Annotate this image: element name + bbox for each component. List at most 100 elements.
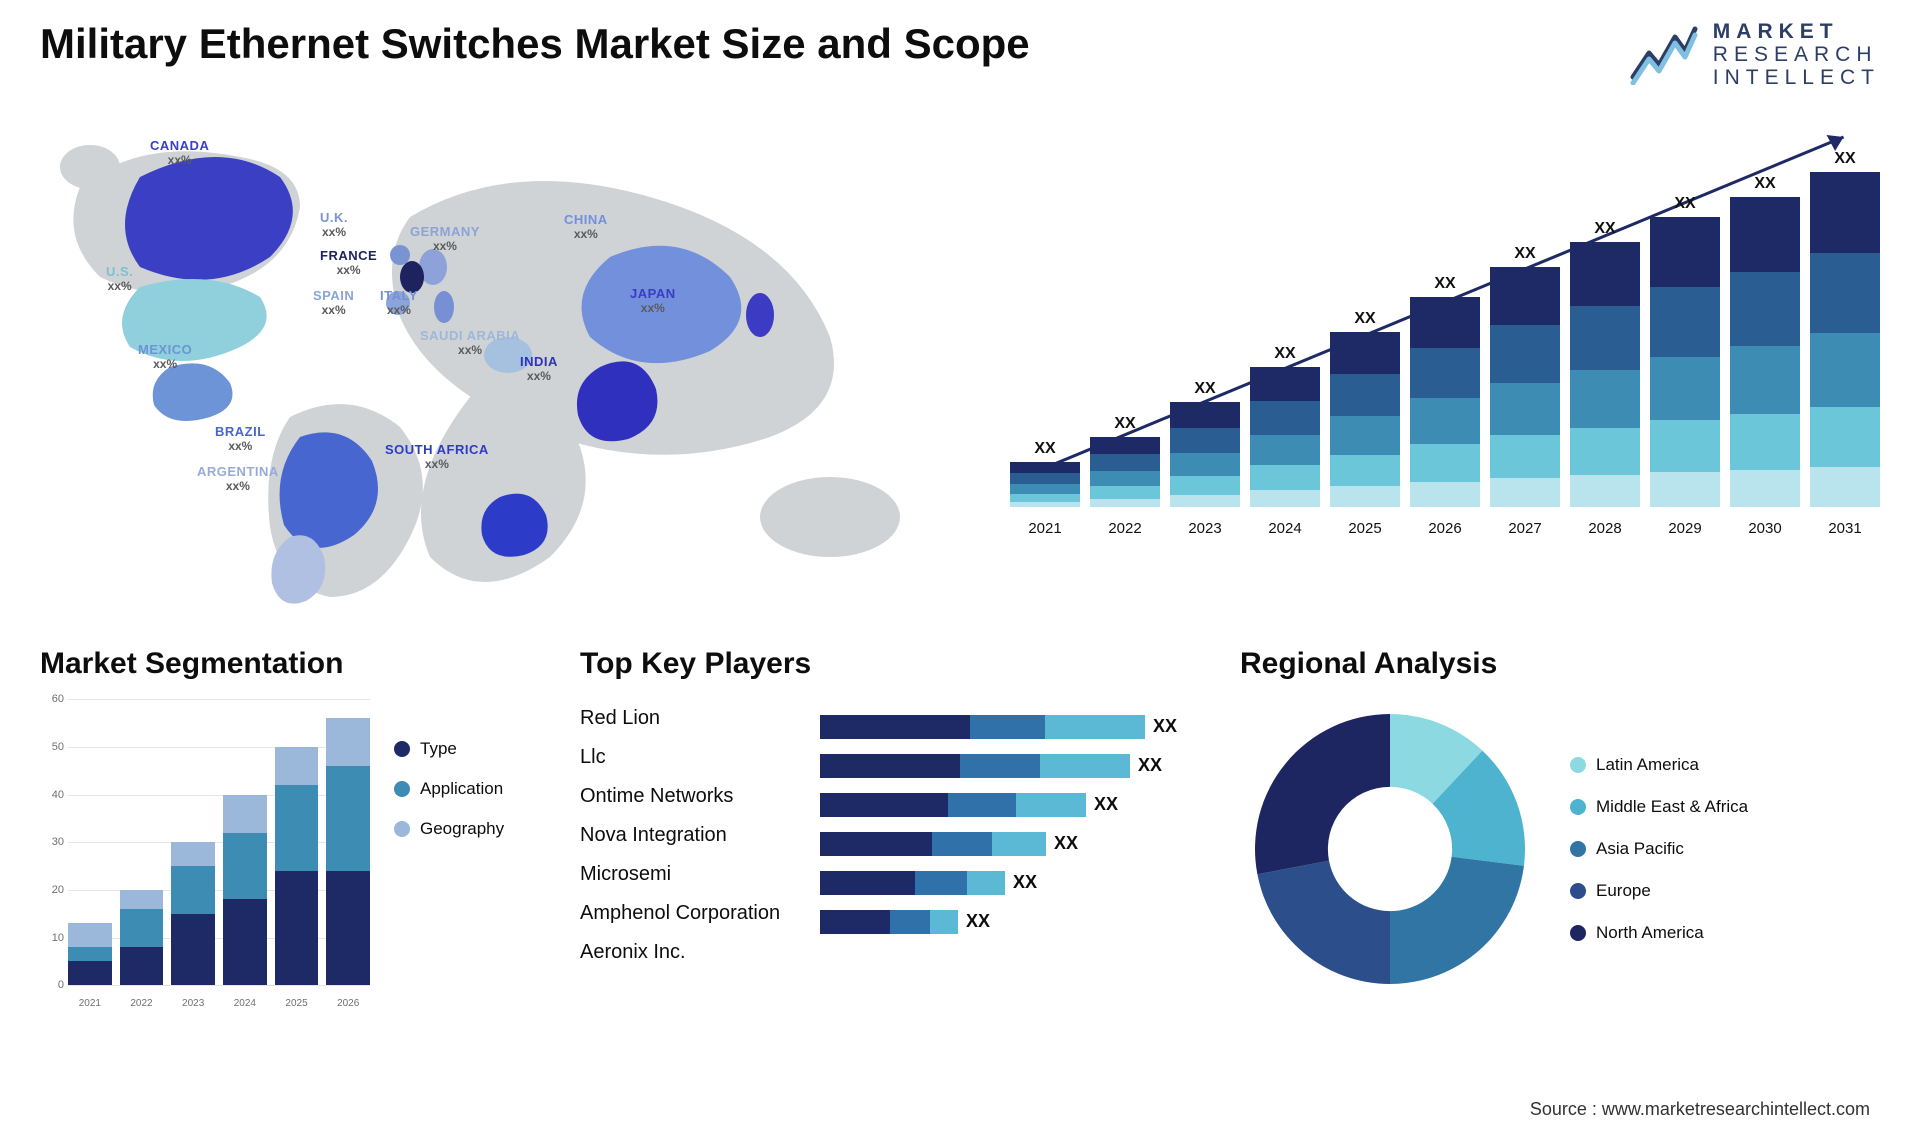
bar-value-label: XX (1754, 175, 1775, 193)
key-player-value: XX (1094, 794, 1118, 815)
regional-legend-item: Europe (1570, 881, 1748, 901)
segmentation-year: 2023 (171, 998, 215, 1009)
segmentation-year: 2022 (120, 998, 164, 1009)
growth-bar: XX (1570, 220, 1640, 507)
growth-bar-year: 2025 (1330, 520, 1400, 537)
page-title: Military Ethernet Switches Market Size a… (40, 20, 1030, 68)
growth-bar-year: 2029 (1650, 520, 1720, 537)
map-label: CANADAxx% (150, 139, 209, 166)
segmentation-chart: 0102030405060 202120222023202420252026 (40, 699, 370, 1009)
segmentation-year: 2026 (326, 998, 370, 1009)
segmentation-legend: Type Application Geography (394, 699, 504, 1009)
growth-bar-year: 2023 (1170, 520, 1240, 537)
map-label: SOUTH AFRICAxx% (385, 443, 489, 470)
segmentation-bar (68, 923, 112, 985)
map-label: SAUDI ARABIAxx% (420, 329, 520, 356)
bar-value-label: XX (1594, 220, 1615, 238)
key-player-value: XX (1138, 755, 1162, 776)
key-player-bar: XX (820, 902, 1180, 941)
segmentation-legend-item: Application (394, 779, 504, 799)
regional-legend: Latin AmericaMiddle East & AfricaAsia Pa… (1570, 755, 1748, 943)
regional-legend-item: Latin America (1570, 755, 1748, 775)
growth-bar: XX (1010, 440, 1080, 507)
key-player-value: XX (1054, 833, 1078, 854)
regional-donut (1240, 699, 1540, 999)
map-label: JAPANxx% (630, 287, 676, 314)
bar-value-label: XX (1674, 195, 1695, 213)
growth-bar-year: 2024 (1250, 520, 1320, 537)
bar-value-label: XX (1114, 415, 1135, 433)
segmentation-bar (326, 718, 370, 985)
growth-bar-chart: XXXXXXXXXXXXXXXXXXXXXX 20212022202320242… (1010, 117, 1880, 627)
donut-slice (1257, 861, 1390, 984)
world-map: CANADAxx% U.S.xx% MEXICOxx% BRAZILxx% ARGENT… (40, 117, 960, 627)
source-text: Source : www.marketresearchintellect.com (1530, 1099, 1870, 1120)
growth-bar-year: 2027 (1490, 520, 1560, 537)
segmentation-year: 2025 (275, 998, 319, 1009)
segmentation-bar (171, 842, 215, 985)
regional-legend-item: Asia Pacific (1570, 839, 1748, 859)
map-label: U.K.xx% (320, 211, 348, 238)
map-label: CHINAxx% (564, 213, 608, 240)
segmentation-bar (223, 795, 267, 986)
map-label: GERMANYxx% (410, 225, 480, 252)
growth-bar: XX (1490, 245, 1560, 507)
map-label: MEXICOxx% (138, 343, 192, 370)
header: Military Ethernet Switches Market Size a… (40, 20, 1880, 89)
growth-bar-year: 2030 (1730, 520, 1800, 537)
bar-value-label: XX (1034, 440, 1055, 458)
logo: MARKET RESEARCH INTELLECT (1629, 20, 1880, 89)
growth-bar: XX (1730, 175, 1800, 507)
map-label: FRANCExx% (320, 249, 377, 276)
logo-text: MARKET RESEARCH INTELLECT (1713, 20, 1880, 89)
key-player-bar: XX (820, 863, 1180, 902)
segmentation-legend-item: Type (394, 739, 504, 759)
bar-value-label: XX (1514, 245, 1535, 263)
growth-bar-year: 2031 (1810, 520, 1880, 537)
bar-value-label: XX (1194, 380, 1215, 398)
map-label: ITALYxx% (380, 289, 418, 316)
world-map-svg (40, 117, 960, 627)
growth-bar: XX (1330, 310, 1400, 507)
growth-bar-year: 2028 (1570, 520, 1640, 537)
map-label: INDIAxx% (520, 355, 558, 382)
growth-bar: XX (1650, 195, 1720, 507)
key-player-bar: XX (820, 824, 1180, 863)
map-label: U.S.xx% (106, 265, 133, 292)
bar-value-label: XX (1354, 310, 1375, 328)
map-label: ARGENTINAxx% (197, 465, 279, 492)
segmentation-year: 2024 (223, 998, 267, 1009)
key-player-value: XX (1153, 716, 1177, 737)
regional-analysis-panel: Regional Analysis Latin AmericaMiddle Ea… (1240, 647, 1880, 1047)
key-players-chart: XX XX XX XX XX XX (820, 707, 1180, 941)
key-player-value: XX (966, 911, 990, 932)
donut-slice (1255, 714, 1390, 874)
growth-bar-year: 2021 (1010, 520, 1080, 537)
key-players-panel: Top Key Players Red LionLlcOntime Networ… (580, 647, 1200, 1047)
segmentation-bar (120, 890, 164, 985)
regional-title: Regional Analysis (1240, 647, 1880, 681)
growth-bar: XX (1410, 275, 1480, 507)
key-player-bar: XX (820, 707, 1180, 746)
growth-bar-year: 2026 (1410, 520, 1480, 537)
key-player-bar: XX (820, 785, 1180, 824)
map-label: SPAINxx% (313, 289, 354, 316)
growth-bar: XX (1170, 380, 1240, 507)
logo-icon (1629, 25, 1699, 85)
key-players-title: Top Key Players (580, 647, 1200, 681)
growth-bar: XX (1250, 345, 1320, 507)
key-player-bar: XX (820, 746, 1180, 785)
bar-value-label: XX (1274, 345, 1295, 363)
key-player-value: XX (1013, 872, 1037, 893)
growth-bar-year: 2022 (1090, 520, 1160, 537)
regional-legend-item: North America (1570, 923, 1748, 943)
donut-slice (1390, 857, 1524, 984)
bar-value-label: XX (1434, 275, 1455, 293)
map-label: BRAZILxx% (215, 425, 266, 452)
growth-bar: XX (1090, 415, 1160, 507)
segmentation-year: 2021 (68, 998, 112, 1009)
segmentation-legend-item: Geography (394, 819, 504, 839)
segmentation-bar (275, 747, 319, 985)
market-segmentation-panel: Market Segmentation 0102030405060 202120… (40, 647, 540, 1047)
segmentation-title: Market Segmentation (40, 647, 540, 681)
